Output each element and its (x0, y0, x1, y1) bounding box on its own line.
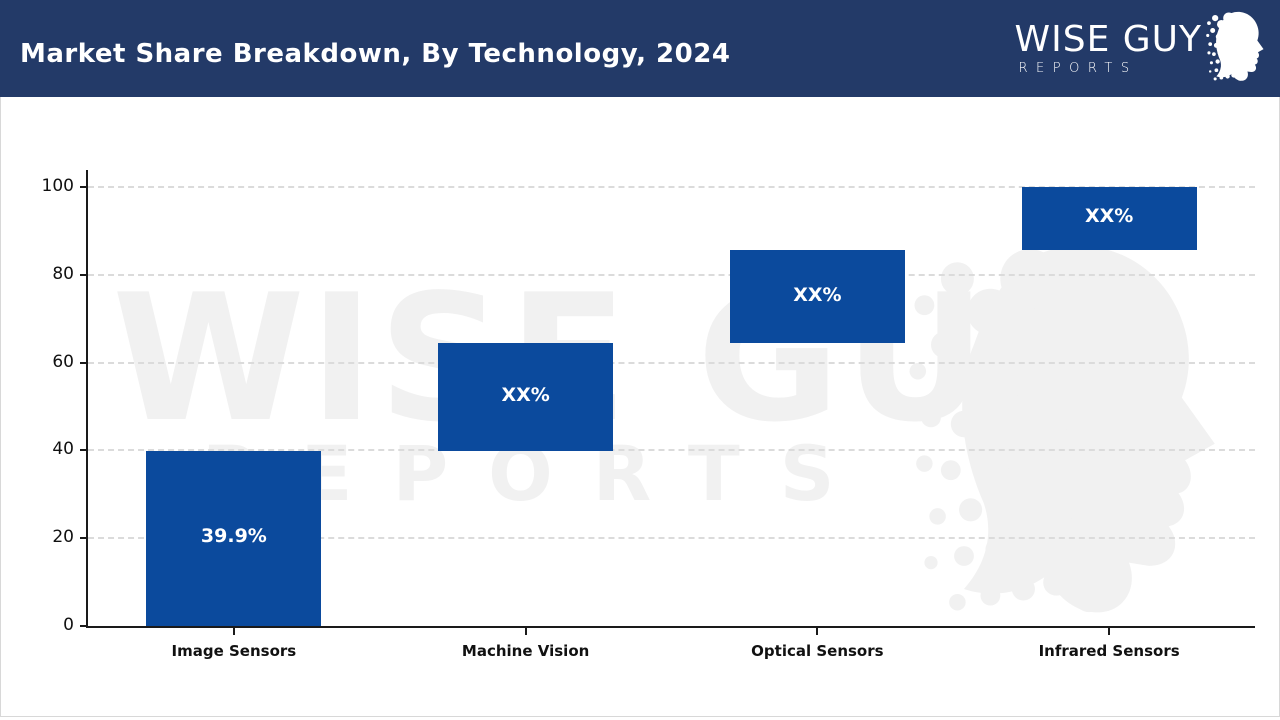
x-category-label: Machine Vision (461, 642, 590, 660)
bar-value-label: 39.9% (200, 525, 267, 548)
chart-area: 0 20 40 60 80 100 39.9% Image Sensors XX% Machine… (0, 97, 1280, 717)
x-axis (86, 626, 1255, 628)
bar-segment (438, 343, 614, 451)
brand-name: WISE GUY (1014, 19, 1202, 60)
y-tick-label: 80 (52, 263, 74, 284)
brand-subtitle: REPORTS (1018, 61, 1138, 76)
y-tick-mark (80, 361, 88, 364)
page-title: Market Share Breakdown, By Technology, 2… (20, 38, 731, 69)
gridline (88, 273, 1255, 276)
y-tick-mark (80, 537, 88, 540)
y-tick-label: 20 (52, 527, 74, 548)
bar-value-label: XX% (793, 283, 842, 306)
brand-text: WISE GUY REPORTS (1014, 19, 1203, 76)
y-axis (86, 170, 88, 628)
gridline (88, 186, 1255, 188)
x-tick-mark (232, 628, 235, 635)
gridline (88, 361, 1255, 364)
header: Market Share Breakdown, By Technology, 2… (0, 0, 1280, 97)
x-category-label: Optical Sensors (751, 642, 884, 660)
x-tick-mark (816, 628, 819, 635)
y-tick-mark (80, 273, 88, 276)
bar-segment (729, 249, 905, 344)
bar-value-label: XX% (1084, 205, 1134, 228)
y-tick-label: 40 (52, 439, 74, 460)
y-tick-label: 60 (52, 351, 74, 372)
y-tick-mark (80, 625, 88, 627)
x-tick-mark (1108, 628, 1111, 635)
bar-segment (146, 450, 322, 626)
y-tick-mark (80, 449, 88, 452)
x-category-label: Image Sensors (171, 642, 297, 660)
brand-logo: WISE GUY REPORTS (1015, 0, 1267, 97)
y-tick-mark (80, 186, 88, 188)
bar-segment (1021, 187, 1197, 250)
x-tick-mark (524, 628, 527, 635)
wise-guy-head-icon (1206, 11, 1264, 81)
bar-value-label: XX% (501, 384, 550, 407)
gridline (88, 537, 1255, 540)
watermark-text-wiseguy: WISE GUY (112, 258, 1122, 461)
y-tick-label: 100 (41, 176, 74, 196)
gridline (88, 449, 1255, 452)
x-category-label: Infrared Sensors (1038, 642, 1180, 660)
y-tick-label: 0 (63, 615, 74, 635)
